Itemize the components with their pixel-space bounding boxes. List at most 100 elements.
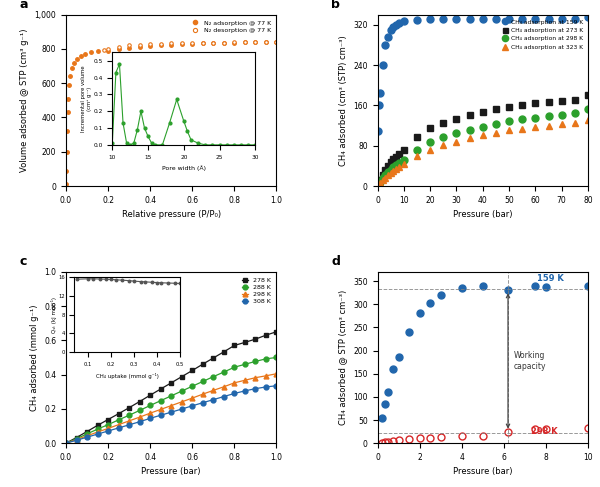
CH₄ adsorption at 298 K	[453, 130, 460, 136]
308 K	[115, 425, 122, 431]
CH₄ adsorption at 323 K	[400, 161, 407, 167]
N₂ adsorption @ 77 K	[71, 60, 78, 66]
CH₄ adsorption at 273 K	[545, 99, 552, 105]
CH₄ adsorption at 273 K	[571, 97, 578, 103]
Y-axis label: CH₄ adsorbed @ STP (cm³ cm⁻³): CH₄ adsorbed @ STP (cm³ cm⁻³)	[338, 290, 347, 425]
288 K	[262, 356, 269, 362]
CH₄ adsorption at 298 K	[395, 160, 402, 166]
278 K	[188, 368, 196, 374]
CH₄ adsorption at 159 K	[387, 27, 394, 33]
CH₄ adsorption at 298 K	[493, 121, 500, 127]
N₂ adsorption @ 77 K	[104, 48, 112, 54]
308 K	[178, 406, 185, 412]
CH₄ adsorption at 323 K	[440, 142, 447, 148]
N₂ adsorption @ 77 K	[157, 42, 164, 48]
CH₄ adsorption at 323 K	[493, 130, 500, 135]
278 K	[94, 422, 101, 428]
Line: CH₄ adsorption at 323 K: CH₄ adsorption at 323 K	[374, 117, 592, 189]
CH₄ adsorption at 298 K	[427, 139, 434, 145]
CH₄ adsorption at 159 K	[390, 24, 397, 30]
CH₄ adsorption at 298 K	[400, 157, 407, 163]
CH₄ adsorption at 273 K	[413, 134, 421, 140]
CH₄ adsorption at 298 K	[375, 181, 382, 187]
308 K	[73, 437, 80, 443]
N₂ adsorption @ 77 K	[115, 46, 122, 52]
CH₄ adsorption at 159 K	[400, 18, 407, 23]
N₂ adsorption @ 77 K	[63, 149, 70, 155]
288 K	[210, 374, 217, 379]
N₂ adsorption @ 77 K	[136, 44, 143, 50]
N₂ adsorption @ 77 K	[69, 65, 76, 71]
278 K	[178, 374, 185, 379]
Line: 298 K: 298 K	[64, 371, 279, 446]
278 K	[262, 332, 269, 338]
CH₄ adsorption at 298 K	[558, 112, 565, 118]
278 K	[125, 405, 133, 411]
CH₄ adsorption at 323 K	[390, 168, 397, 174]
N₂ adsorption @ 77 K	[199, 40, 206, 46]
298 K	[104, 426, 112, 431]
288 K	[188, 383, 196, 389]
278 K	[104, 416, 112, 422]
CH₄ adsorption at 323 K	[382, 175, 389, 181]
Y-axis label: Volume adsorbed @ STP (cm³ g⁻¹): Volume adsorbed @ STP (cm³ g⁻¹)	[20, 29, 29, 172]
CH₄ adsorption at 298 K	[584, 107, 592, 112]
CH₄ adsorption at 298 K	[413, 147, 421, 152]
N₂ adsorption @ 77 K	[273, 39, 280, 45]
Line: N₂ desorption @ 77 K: N₂ desorption @ 77 K	[102, 40, 278, 52]
Line: 308 K: 308 K	[64, 383, 279, 446]
278 K	[136, 398, 143, 404]
CH₄ adsorption at 323 K	[532, 124, 539, 130]
N₂ desorption @ 77 K	[273, 39, 280, 45]
288 K	[178, 388, 185, 394]
CH₄ adsorption at 298 K	[390, 165, 397, 170]
N₂ desorption @ 77 K	[100, 47, 107, 53]
N₂ desorption @ 77 K	[178, 40, 185, 46]
278 K	[252, 336, 259, 342]
308 K	[252, 386, 259, 392]
308 K	[273, 383, 280, 389]
N₂ adsorption @ 77 K	[82, 51, 89, 56]
Text: Working
capacity: Working capacity	[513, 351, 546, 371]
298 K	[125, 418, 133, 424]
CH₄ adsorption at 323 K	[375, 182, 382, 187]
X-axis label: Pressure (bar): Pressure (bar)	[142, 468, 201, 476]
308 K	[146, 415, 154, 421]
CH₄ adsorption at 273 K	[532, 100, 539, 106]
CH₄ adsorption at 273 K	[466, 112, 473, 118]
CH₄ adsorption at 323 K	[374, 183, 382, 188]
N₂ desorption @ 77 K	[220, 39, 227, 45]
CH₄ adsorption at 159 K	[571, 16, 578, 21]
X-axis label: Relative pressure (P/P₀): Relative pressure (P/P₀)	[122, 210, 221, 219]
CH₄ adsorption at 273 K	[440, 120, 447, 126]
N₂ desorption @ 77 K	[167, 40, 175, 46]
Text: b: b	[331, 0, 340, 11]
278 K	[273, 329, 280, 335]
Text: a: a	[20, 0, 28, 11]
CH₄ adsorption at 273 K	[375, 180, 382, 186]
N₂ desorption @ 77 K	[157, 41, 164, 47]
CH₄ adsorption at 273 K	[427, 125, 434, 131]
N₂ desorption @ 77 K	[136, 42, 143, 48]
CH₄ adsorption at 273 K	[387, 159, 394, 165]
CH₄ adsorption at 298 K	[377, 179, 384, 185]
N₂ adsorption @ 77 K	[125, 45, 133, 51]
288 K	[220, 369, 227, 375]
Line: CH₄ adsorption at 298 K: CH₄ adsorption at 298 K	[374, 106, 592, 188]
CH₄ adsorption at 273 K	[479, 109, 487, 115]
N₂ adsorption @ 77 K	[188, 41, 196, 47]
CH₄ adsorption at 159 K	[379, 62, 386, 68]
CH₄ adsorption at 298 K	[379, 175, 386, 181]
308 K	[231, 391, 238, 396]
298 K	[273, 371, 280, 376]
N₂ desorption @ 77 K	[252, 39, 259, 45]
N₂ desorption @ 77 K	[241, 39, 248, 45]
CH₄ adsorption at 159 K	[584, 14, 592, 20]
CH₄ adsorption at 323 K	[466, 135, 473, 141]
CH₄ adsorption at 273 K	[390, 156, 397, 162]
CH₄ adsorption at 273 K	[558, 98, 565, 104]
CH₄ adsorption at 298 K	[374, 182, 382, 188]
N₂ desorption @ 77 K	[231, 39, 238, 45]
288 K	[167, 393, 175, 399]
288 K	[231, 364, 238, 370]
